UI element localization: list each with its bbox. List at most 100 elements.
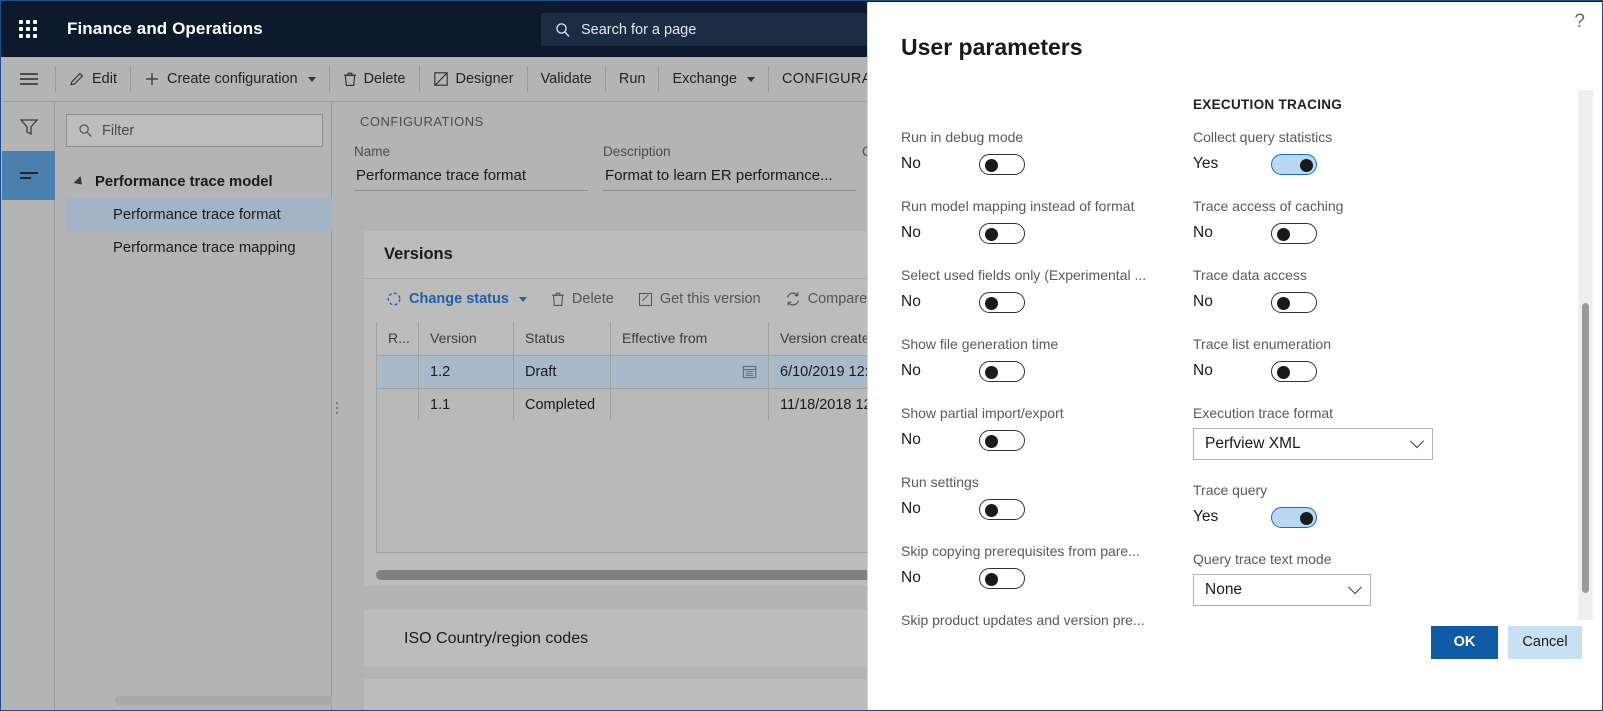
designer-icon	[433, 71, 449, 87]
field-value: No	[901, 569, 921, 586]
cell-effective-from[interactable]	[610, 354, 769, 389]
toolbar-divider	[130, 66, 131, 92]
column-header-status[interactable]: Status	[513, 322, 611, 356]
dropdown-execution-trace-format[interactable]: Perfview XML	[1193, 428, 1433, 460]
field-label: Trace query	[1193, 482, 1268, 498]
field-label: Run in debug mode	[901, 129, 1024, 145]
tree-node-performance-trace-mapping[interactable]: Performance trace mapping	[66, 231, 336, 264]
create-configuration-button[interactable]: Create configuration	[131, 57, 329, 101]
field-label: Trace list enumeration	[1193, 336, 1331, 352]
toggle-collect-query-statistics[interactable]	[1271, 153, 1317, 175]
chevron-down-icon	[307, 76, 316, 82]
field-value: Yes	[1193, 508, 1219, 525]
field-skip-product-updates: Skip product updates and version pre...	[901, 612, 1166, 628]
exchange-label: Exchange	[672, 71, 737, 87]
versions-delete-button[interactable]: Delete	[541, 282, 624, 316]
field-label: Select used fields only (Experimental ..…	[901, 267, 1147, 283]
designer-label: Designer	[455, 71, 514, 87]
column-header-version[interactable]: Version	[418, 322, 514, 356]
user-parameters-dialog: ? User parameters Run in debug mode No R…	[867, 2, 1602, 710]
field-name-value[interactable]: Performance trace format	[354, 165, 588, 191]
edit-button[interactable]: Edit	[56, 57, 130, 101]
cell-status: Completed	[513, 387, 611, 422]
change-status-label: Change status	[409, 291, 509, 307]
toggle-show-partial-import-export[interactable]	[979, 429, 1025, 451]
field-third: C	[862, 144, 922, 165]
search-placeholder: Search for a page	[581, 21, 697, 38]
field-collect-query-statistics: Collect query statistics Yes	[1193, 129, 1458, 176]
column-header-effective-from[interactable]: Effective from	[610, 322, 769, 356]
dialog-right-column: EXECUTION TRACING Collect query statisti…	[1193, 97, 1458, 628]
validate-button[interactable]: Validate	[528, 57, 605, 101]
delete-button[interactable]: Delete	[330, 57, 419, 101]
calendar-icon[interactable]	[742, 364, 757, 379]
field-description-label: Description	[603, 144, 671, 159]
rail-list-button[interactable]	[2, 151, 55, 200]
rail-filter-button[interactable]	[2, 102, 55, 151]
run-button[interactable]: Run	[606, 57, 659, 101]
pane-splitter-handle[interactable]	[336, 402, 338, 414]
field-label: Show partial import/export	[901, 405, 1064, 421]
exchange-button[interactable]: Exchange	[659, 57, 768, 101]
change-status-button[interactable]: Change status	[376, 282, 537, 316]
cancel-button[interactable]: Cancel	[1508, 625, 1582, 659]
toolbar-divider	[604, 66, 606, 92]
app-launcher-icon[interactable]	[1, 1, 55, 57]
toggle-trace-access-of-caching[interactable]	[1271, 222, 1317, 244]
toggle-skip-copying-prerequisites[interactable]	[979, 567, 1025, 589]
dropdown-value: Perfview XML	[1205, 435, 1301, 452]
ok-button[interactable]: OK	[1431, 625, 1498, 659]
tree-node-performance-trace-format[interactable]: Performance trace format	[66, 198, 336, 231]
create-configuration-label: Create configuration	[167, 71, 298, 87]
dialog-scrollbar-thumb[interactable]	[1582, 303, 1589, 593]
filter-input[interactable]: Filter	[66, 114, 323, 147]
field-description: Description Format to learn ER performan…	[603, 144, 856, 191]
field-value: No	[1193, 293, 1213, 310]
run-label: Run	[618, 71, 646, 87]
cell-status: Draft	[513, 354, 611, 389]
refresh-spinner-icon	[386, 291, 402, 307]
dropdown-query-trace-text-mode[interactable]: None	[1193, 574, 1371, 606]
navigation-tree-pane: Filter Performance trace model Performan…	[55, 57, 370, 710]
column-header-r[interactable]: R...	[376, 322, 419, 356]
dropdown-value: None	[1205, 581, 1243, 598]
dialog-vertical-scrollbar[interactable]	[1578, 90, 1593, 620]
tree-horizontal-scrollbar[interactable]	[115, 696, 370, 705]
cell-version: 1.2	[418, 354, 514, 389]
toggle-trace-data-access[interactable]	[1271, 291, 1317, 313]
toggle-trace-list-enumeration[interactable]	[1271, 360, 1317, 382]
pencil-icon	[69, 71, 85, 87]
field-run-model-mapping: Run model mapping instead of format No	[901, 198, 1166, 245]
expand-triangle-icon[interactable]	[73, 175, 86, 188]
toggle-select-used-fields-only[interactable]	[979, 291, 1025, 313]
field-label: Collect query statistics	[1193, 129, 1333, 145]
tree-node-performance-trace-model[interactable]: Performance trace model	[66, 165, 336, 198]
brand-title: Finance and Operations	[67, 19, 263, 38]
field-show-file-generation-time: Show file generation time No	[901, 336, 1166, 383]
search-icon	[555, 22, 571, 38]
validate-label: Validate	[540, 71, 592, 87]
toggle-run-in-debug-mode[interactable]	[979, 153, 1025, 175]
get-this-version-button[interactable]: Get this version	[628, 282, 771, 316]
field-value: No	[1193, 224, 1213, 241]
field-show-partial-import-export: Show partial import/export No	[901, 405, 1166, 452]
toggle-trace-query[interactable]	[1271, 506, 1317, 528]
dialog-title: User parameters	[901, 34, 1083, 60]
field-description-value[interactable]: Format to learn ER performance...	[603, 165, 856, 191]
toggle-run-settings[interactable]	[979, 498, 1025, 520]
field-label: Query trace text mode	[1193, 551, 1332, 567]
chevron-down-icon	[1347, 580, 1363, 595]
toggle-run-model-mapping[interactable]	[979, 222, 1025, 244]
cell-effective-from[interactable]	[610, 387, 769, 422]
toggle-show-file-generation-time[interactable]	[979, 360, 1025, 382]
tree-node-label: Performance trace mapping	[113, 239, 296, 256]
field-label: Run model mapping instead of format	[901, 198, 1135, 214]
trash-icon	[343, 71, 357, 87]
question-mark-icon[interactable]: ?	[1574, 11, 1585, 32]
designer-button[interactable]: Designer	[420, 57, 527, 101]
toolbar-divider	[658, 66, 660, 92]
left-icon-rail	[2, 57, 55, 710]
configuration-tree: Performance trace model Performance trac…	[66, 165, 336, 264]
hamburger-menu-icon[interactable]	[2, 57, 55, 101]
filter-placeholder: Filter	[102, 122, 135, 139]
